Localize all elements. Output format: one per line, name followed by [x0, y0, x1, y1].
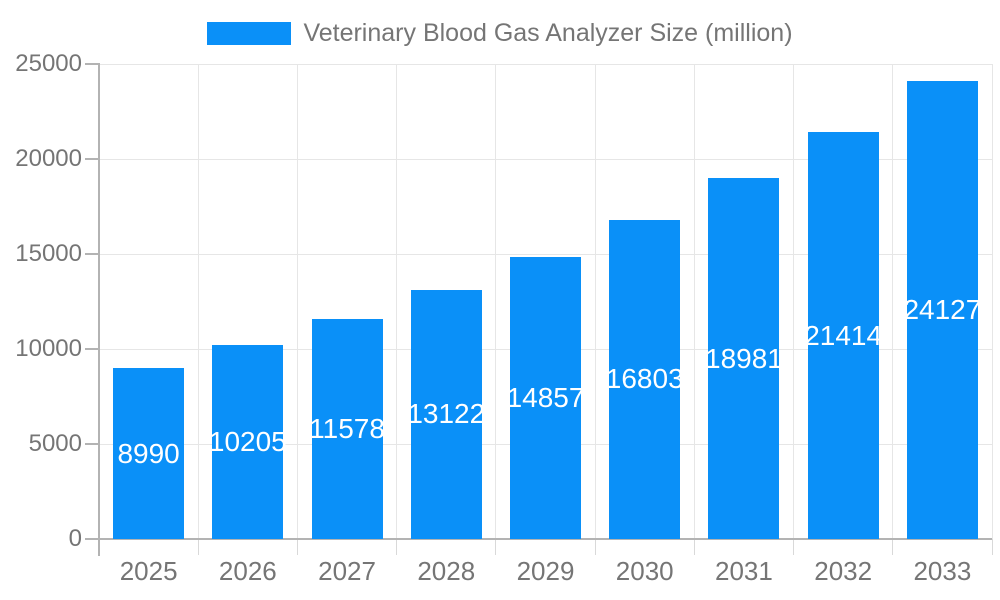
y-tick-label-15000: 15000	[15, 240, 82, 267]
gridline-v-9	[991, 64, 993, 539]
x-axis-tick-6	[693, 539, 695, 555]
x-tick-label-2030: 2030	[615, 556, 674, 586]
y-tick-label-25000: 25000	[15, 50, 82, 77]
gridline-h-25000	[99, 63, 992, 65]
gridline-v-4	[495, 64, 497, 539]
legend-swatch	[207, 22, 292, 45]
x-tick-label-2032: 2032	[814, 556, 873, 586]
x-axis-tick-7	[793, 539, 795, 555]
y-tick-label-0: 0	[68, 525, 82, 552]
bar-2028[interactable]: 13122	[407, 289, 485, 539]
bar-value-label-2026: 10205	[208, 426, 287, 458]
gridline-v-2	[296, 64, 298, 539]
gridline-v-8	[892, 64, 894, 539]
legend[interactable]: Veterinary Blood Gas Analyzer Size (mill…	[0, 19, 1000, 48]
x-axis-tick-4	[495, 539, 497, 555]
bar-2032[interactable]: 21414	[804, 132, 882, 539]
x-axis-line	[85, 538, 992, 540]
gridline-v-7	[793, 64, 795, 539]
y-axis-tick-10000	[85, 348, 99, 350]
x-tick-label-2031: 2031	[715, 556, 773, 586]
gridline-h-20000	[99, 158, 992, 160]
bar-value-label-2027: 11578	[309, 413, 385, 444]
y-axis-tick-5000	[85, 443, 99, 445]
bar-value-label-2033: 24127	[903, 293, 982, 325]
bar-value-label-2030: 16803	[605, 363, 684, 395]
bar-2027[interactable]: 11578	[309, 319, 385, 539]
x-tick-label-2029: 2029	[516, 556, 575, 586]
x-axis-tick-2	[296, 539, 298, 555]
y-axis-tick-15000	[85, 253, 99, 255]
x-tick-label-2025: 2025	[119, 556, 178, 586]
legend-label: Veterinary Blood Gas Analyzer Size (mill…	[303, 19, 793, 47]
bar-2026[interactable]: 10205	[209, 345, 287, 539]
x-axis-tick-1	[197, 539, 199, 555]
x-tick-label-2027: 2027	[318, 556, 376, 586]
gridline-v-1	[197, 64, 199, 539]
y-tick-label-5000: 5000	[28, 430, 82, 457]
x-tick-label-2026: 2026	[218, 556, 277, 586]
bar-value-label-2031: 18981	[705, 342, 783, 374]
bar-2031[interactable]: 18981	[705, 178, 783, 539]
bar-2029[interactable]: 14857	[507, 256, 584, 539]
bar-value-label-2032: 21414	[804, 319, 883, 351]
y-axis-tick-20000	[85, 158, 99, 160]
gridline-v-6	[693, 64, 695, 539]
x-tick-label-2028: 2028	[417, 556, 476, 586]
x-tick-label-2033: 2033	[913, 556, 972, 586]
y-axis-tick-25000	[85, 63, 99, 65]
y-tick-label-20000: 20000	[15, 145, 82, 172]
gridline-h-15000	[99, 253, 992, 255]
bar-value-label-2025: 8990	[117, 437, 180, 469]
x-axis-tick-9	[991, 539, 993, 555]
gridline-v-5	[594, 64, 596, 539]
y-axis-line	[98, 63, 100, 556]
x-axis-tick-8	[892, 539, 894, 555]
y-tick-label-10000: 10000	[15, 335, 82, 362]
bar-value-label-2029: 14857	[506, 381, 585, 413]
bar-2030[interactable]: 16803	[606, 219, 684, 539]
bar-value-label-2028: 13122	[407, 398, 486, 430]
x-axis-tick-3	[396, 539, 398, 555]
bar-2025[interactable]: 8990	[113, 368, 185, 539]
bar-2033[interactable]: 24127	[903, 80, 981, 539]
gridline-v-3	[396, 64, 398, 539]
x-axis-tick-5	[594, 539, 596, 555]
